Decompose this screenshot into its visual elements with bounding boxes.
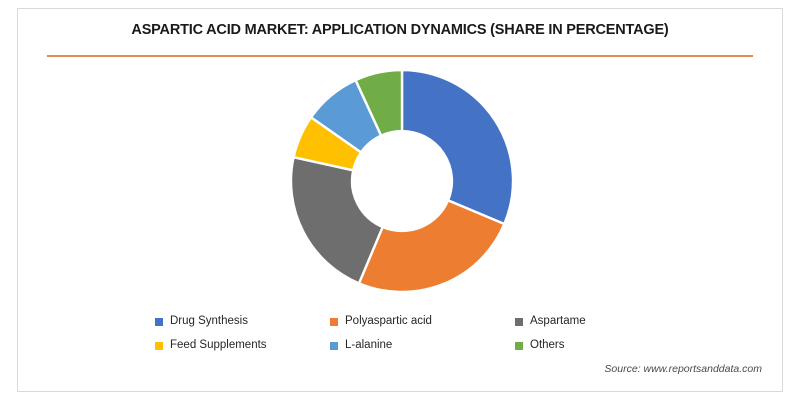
legend-swatch-icon [155, 342, 163, 350]
legend-item-label: L-alanine [345, 339, 393, 352]
legend-item[interactable]: Drug Synthesis [155, 316, 330, 328]
donut-slice[interactable] [291, 155, 385, 285]
donut-slice[interactable] [400, 70, 513, 226]
legend-item-label: Polyaspartic acid [345, 315, 432, 328]
legend-item[interactable]: Polyaspartic acid [330, 316, 515, 328]
donut-chart-svg [291, 70, 513, 292]
legend-swatch-icon [515, 342, 523, 350]
donut-slice[interactable] [354, 70, 404, 138]
donut-slice-group [291, 70, 513, 292]
legend-item[interactable]: L-alanine [330, 340, 515, 352]
donut-slice[interactable] [357, 198, 506, 292]
legend-swatch-icon [330, 318, 338, 326]
chart-title: ASPARTIC ACID MARKET: APPLICATION DYNAMI… [131, 22, 669, 38]
legend-item-label: Others [530, 339, 565, 352]
legend-swatch-icon [155, 318, 163, 326]
legend-swatch-icon [515, 318, 523, 326]
legend-item[interactable]: Aspartame [515, 316, 625, 328]
legend-item-label: Feed Supplements [170, 339, 267, 352]
legend-item-label: Drug Synthesis [170, 315, 248, 328]
chart-legend: Drug Synthesis Polyaspartic acid Aspartame… [155, 310, 625, 358]
legend-item-label: Aspartame [530, 315, 586, 328]
title-divider [47, 55, 753, 57]
legend-item[interactable]: Others [515, 340, 625, 352]
legend-item[interactable]: Feed Supplements [155, 340, 330, 352]
donut-chart [291, 70, 513, 292]
source-caption: Source: www.reportsanddata.com [604, 363, 762, 375]
legend-swatch-icon [330, 342, 338, 350]
